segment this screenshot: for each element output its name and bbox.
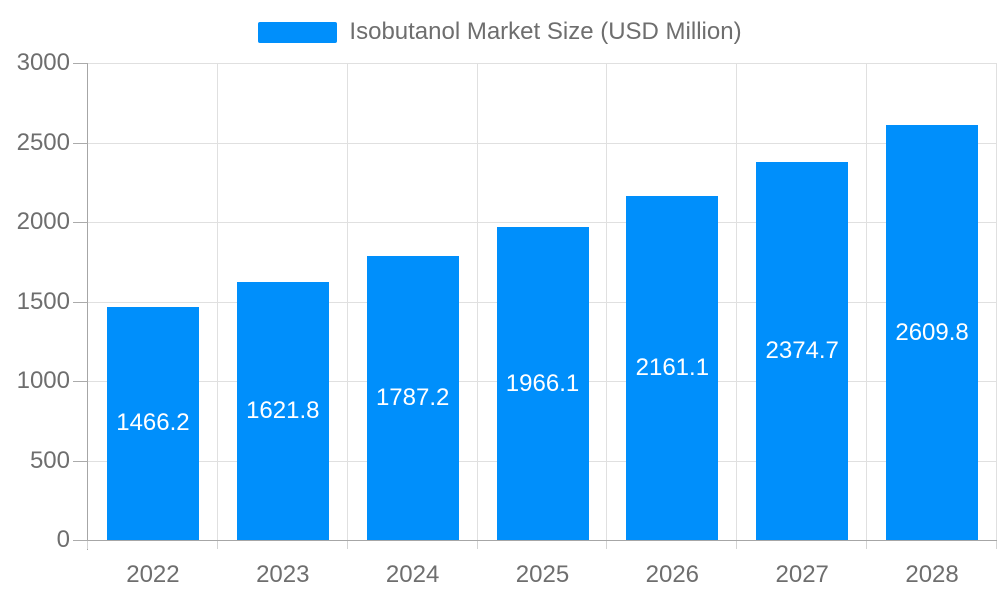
bar-value-label: 2609.8 [895, 318, 969, 346]
y-axis-label: 3000 [16, 49, 70, 76]
v-gridline [996, 63, 997, 540]
y-axis-label: 0 [56, 526, 70, 553]
bar-2027[interactable]: 2374.7 [756, 162, 849, 540]
bar-value-label: 1621.8 [246, 397, 320, 425]
x-axis-label: 2027 [775, 561, 829, 588]
bar-2022[interactable]: 1466.2 [106, 306, 199, 540]
bar-2024[interactable]: 1787.2 [366, 255, 459, 540]
y-axis-label: 1000 [16, 367, 70, 394]
h-gridline [88, 63, 997, 64]
y-axis-tick [73, 142, 88, 144]
legend-item[interactable]: Isobutanol Market Size (USD Million) [0, 18, 1000, 45]
y-axis-tick [73, 460, 88, 462]
x-axis-label: 2028 [905, 561, 959, 588]
y-axis-label: 500 [29, 446, 70, 474]
x-axis-tick [736, 541, 738, 549]
bar-value-label: 2374.7 [765, 337, 839, 365]
x-axis-tick [866, 541, 868, 549]
x-axis-label: 2026 [645, 561, 700, 588]
bar-value-label: 1787.2 [375, 383, 450, 411]
x-axis-tick [996, 541, 997, 549]
bar-2028[interactable]: 2609.8 [886, 125, 979, 540]
y-axis-tick [73, 222, 88, 223]
y-axis-line [87, 63, 88, 550]
y-axis-tick [73, 540, 88, 541]
x-axis-line [87, 540, 997, 541]
bar-2025[interactable]: 1966.1 [496, 227, 589, 540]
v-gridline [346, 63, 348, 540]
bar-2023[interactable]: 1621.8 [236, 282, 329, 540]
h-gridline [88, 222, 997, 223]
y-axis-tick [73, 381, 88, 382]
y-axis-tick [73, 301, 88, 303]
v-gridline [476, 63, 478, 540]
bar-value-label: 1466.2 [116, 409, 190, 437]
plot-area: 1466.2 1621.8 1787.2 1966.1 2161.1 2374.7 2609… [87, 63, 997, 550]
legend-swatch [258, 21, 338, 43]
x-axis-tick [476, 541, 478, 549]
x-axis-label: 2022 [126, 561, 180, 588]
x-axis-label: 2023 [256, 561, 310, 588]
y-axis-tick [73, 63, 88, 64]
x-axis-tick [87, 541, 88, 549]
x-axis-label: 2025 [515, 561, 570, 588]
y-axis-label: 1500 [16, 287, 70, 315]
x-axis-tick [606, 541, 608, 549]
v-gridline [736, 63, 738, 540]
h-gridline [88, 142, 997, 144]
x-axis-tick [346, 541, 348, 549]
bar-value-label: 2161.1 [635, 354, 710, 382]
y-axis-label: 2000 [16, 208, 70, 235]
y-axis-label: 2500 [16, 128, 70, 156]
bar-2026[interactable]: 2161.1 [626, 196, 719, 540]
x-axis-tick [216, 541, 218, 549]
x-axis-label: 2024 [385, 561, 440, 588]
v-gridline [216, 63, 218, 540]
v-gridline [606, 63, 608, 540]
bar-value-label: 1966.1 [505, 369, 580, 397]
legend-label: Isobutanol Market Size (USD Million) [349, 18, 742, 45]
v-gridline [866, 63, 868, 540]
